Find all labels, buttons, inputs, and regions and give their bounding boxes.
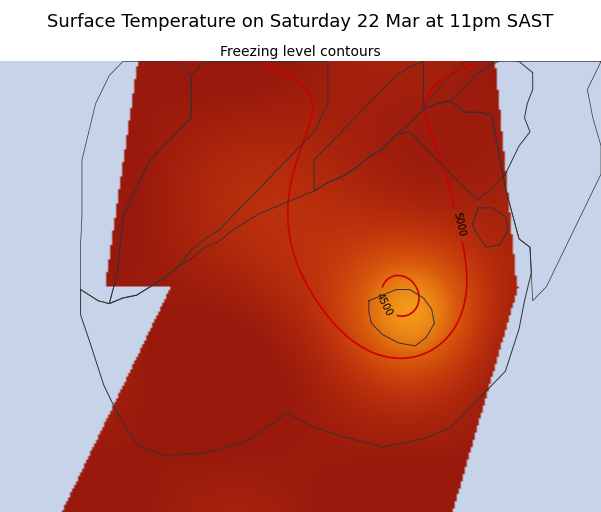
Text: 5000: 5000 [451,211,466,238]
Text: 4500: 4500 [374,291,394,317]
Text: Surface Temperature on Saturday 22 Mar at 11pm SAST: Surface Temperature on Saturday 22 Mar a… [47,12,554,31]
Text: Freezing level contours: Freezing level contours [220,45,381,59]
